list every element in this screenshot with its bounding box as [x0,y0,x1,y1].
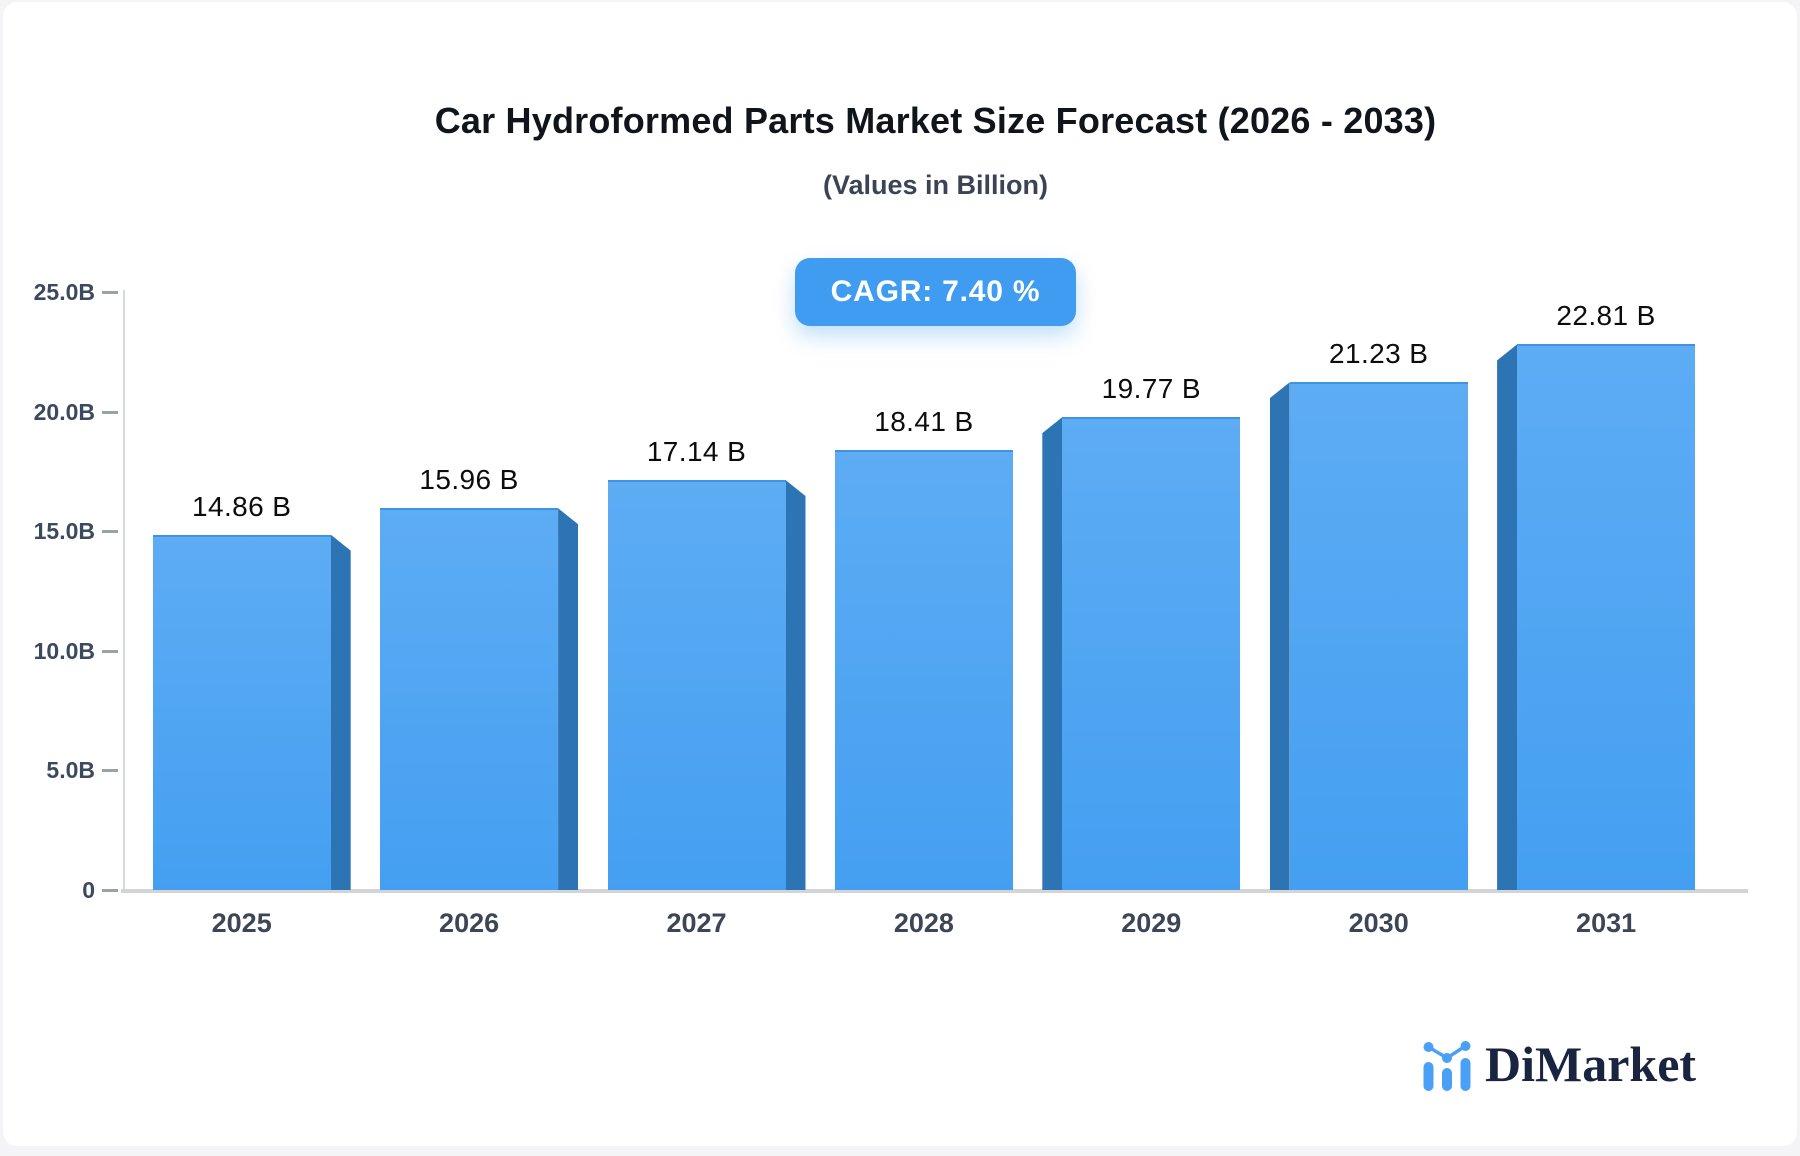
x-axis-label-2027: 2027 [666,908,727,938]
cagr-badge: CAGR: 7.40 % [794,258,1077,326]
y-tick-label: 20.0B [33,398,95,425]
bar-2029 [1062,417,1241,890]
chart-subtitle: (Values in Billion) [822,170,1049,200]
bar-side-2027 [785,480,806,890]
bar-side-2026 [558,508,579,890]
bar-side-2029 [1042,417,1063,890]
bar-2027 [607,480,786,890]
y-tick-label: 0 [82,877,95,903]
dimarket-logo[interactable]: DiMarket [1422,1036,1696,1092]
y-tick-mark [102,889,118,892]
bar-2025 [152,534,331,890]
y-tick-label: 5.0B [46,757,95,784]
x-axis-line [121,889,1748,893]
y-tick-label: 15.0B [33,518,95,545]
y-tick-label: 25.0B [33,279,95,305]
bar-side-2031 [1497,344,1518,890]
y-tick-mark [102,769,118,773]
bar-value-label: 21.23 B [1329,338,1429,370]
x-axis-label-2029: 2029 [1121,908,1182,938]
bar-side-2030 [1269,382,1290,890]
dimarket-logo-text: DiMarket [1485,1036,1697,1092]
y-tick-mark [102,410,118,414]
bar-2031 [1517,344,1696,890]
x-axis-label-2025: 2025 [211,908,272,938]
bar-value-label: 19.77 B [1101,373,1201,405]
y-tick-mark [102,649,118,653]
bar-2028 [834,449,1013,890]
x-axis-label-2026: 2026 [439,908,500,938]
bar-value-label: 17.14 B [646,436,747,468]
bar-value-label: 14.86 B [192,490,292,522]
bar-value-label: 18.41 B [874,405,974,437]
bar-2026 [380,508,559,890]
bar-2030 [1289,382,1468,890]
bar-value-label: 22.81 B [1556,300,1656,332]
x-axis-label-2030: 2030 [1348,908,1409,938]
cagr-badge-row: CAGR: 7.40 % [123,258,1748,326]
plot-area: 0 5.0B 10.0B 15.0B 20.0B 25.0B 14.86 B 2025 15.9… [34,279,1748,938]
y-tick-label: 10.0B [33,637,95,664]
dimarket-logo-icon [1423,1041,1471,1091]
bar-value-label: 15.96 B [419,464,519,496]
y-axis-line [123,290,125,890]
chart-card: Car Hydroformed Parts Market Size Foreca… [3,2,1797,1146]
x-axis-label-2028: 2028 [893,908,954,938]
bar-side-2025 [330,534,351,890]
y-tick-mark [102,530,118,534]
y-tick-mark [102,291,118,294]
x-axis-label-2031: 2031 [1576,908,1637,938]
chart-title: Car Hydroformed Parts Market Size Foreca… [434,100,1437,141]
